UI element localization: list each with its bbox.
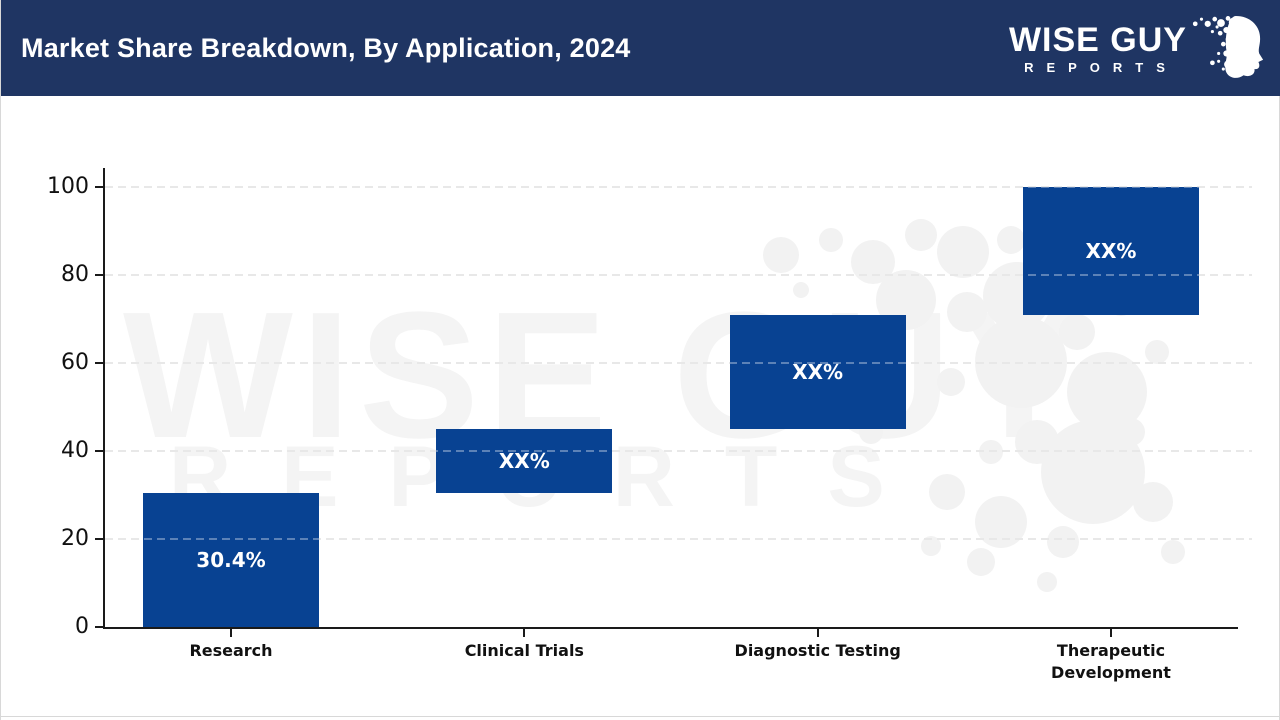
y-tick-60 [95,362,104,364]
watermark-dot [1133,482,1173,522]
y-axis-line [103,168,105,629]
y-tick-label: 60 [61,350,89,375]
y-tick-label: 20 [61,526,89,551]
y-tick-label: 100 [47,174,89,199]
bar-clinical-trials: XX% [436,429,613,494]
x-tick-3 [816,628,819,637]
watermark-dot [937,226,989,278]
y-tick-label: 80 [61,262,89,287]
watermark-dot [819,228,843,252]
watermark-dot [1161,540,1185,564]
watermark-dot [921,536,941,556]
gridline-40 [105,450,1252,452]
gridline-20 [105,538,1252,540]
header-bar: Market Share Breakdown, By Application, … [1,0,1280,96]
y-tick-0 [95,626,104,628]
watermark-dot [763,237,799,273]
bar-value-label: XX% [498,449,550,474]
brand-logo: WISE GUY REPORTS [1009,0,1267,96]
brand-logo-sub: REPORTS [1024,59,1178,75]
watermark-dot [1059,314,1095,350]
watermark-dot [1037,572,1057,592]
watermark-dot [947,292,987,332]
watermark-dot [979,440,1003,464]
y-tick-20 [95,538,104,540]
watermark-dot [929,474,965,510]
brand-logo-text: WISE GUY REPORTS [1009,23,1187,74]
watermark-dot [967,548,995,576]
gridline-overlay-60 [105,362,1252,364]
x-category-label: Diagnostic Testing [734,641,901,660]
bar-value-label: XX% [792,359,844,384]
watermark-dot [1047,526,1079,558]
watermark-dot [937,368,965,396]
x-category-label: Research [189,641,273,660]
gridline-60 [105,362,1252,364]
watermark-dot [1117,418,1145,446]
gridline-80 [105,274,1252,276]
x-axis-line [103,627,1238,629]
y-tick-100 [95,186,104,188]
bar-therapeutic-development: XX% [1022,187,1199,315]
gridline-overlay-100 [105,186,1252,188]
gridline-overlay-40 [105,450,1252,452]
x-tick-4 [1109,628,1112,637]
y-tick-label: 0 [75,614,89,639]
bar-value-label: 30.4% [196,548,266,573]
bar-research: 30.4% [143,493,319,627]
page-title: Market Share Breakdown, By Application, … [21,32,631,63]
y-tick-40 [95,450,104,452]
bar-value-label: XX% [1085,238,1137,263]
watermark-dot [905,219,937,251]
watermark-dot [793,282,809,298]
y-tick-label: 40 [61,438,89,463]
x-tick-2 [523,628,526,637]
gridline-overlay-80 [105,274,1252,276]
gridline-100 [105,186,1252,188]
x-category-label: Therapeutic Development [1051,641,1171,682]
brand-logo-name: WISE GUY [1008,20,1187,59]
y-tick-80 [95,274,104,276]
bar-diagnostic-testing: XX% [729,314,906,429]
x-category-label: Clinical Trials [464,641,584,660]
watermark-dot [997,226,1025,254]
x-tick-1 [230,628,232,637]
gridline-overlay-20 [105,538,1252,540]
face-profile-dots-icon [1192,16,1264,78]
watermark-dot [1145,340,1169,364]
figure-border [1,716,1280,717]
